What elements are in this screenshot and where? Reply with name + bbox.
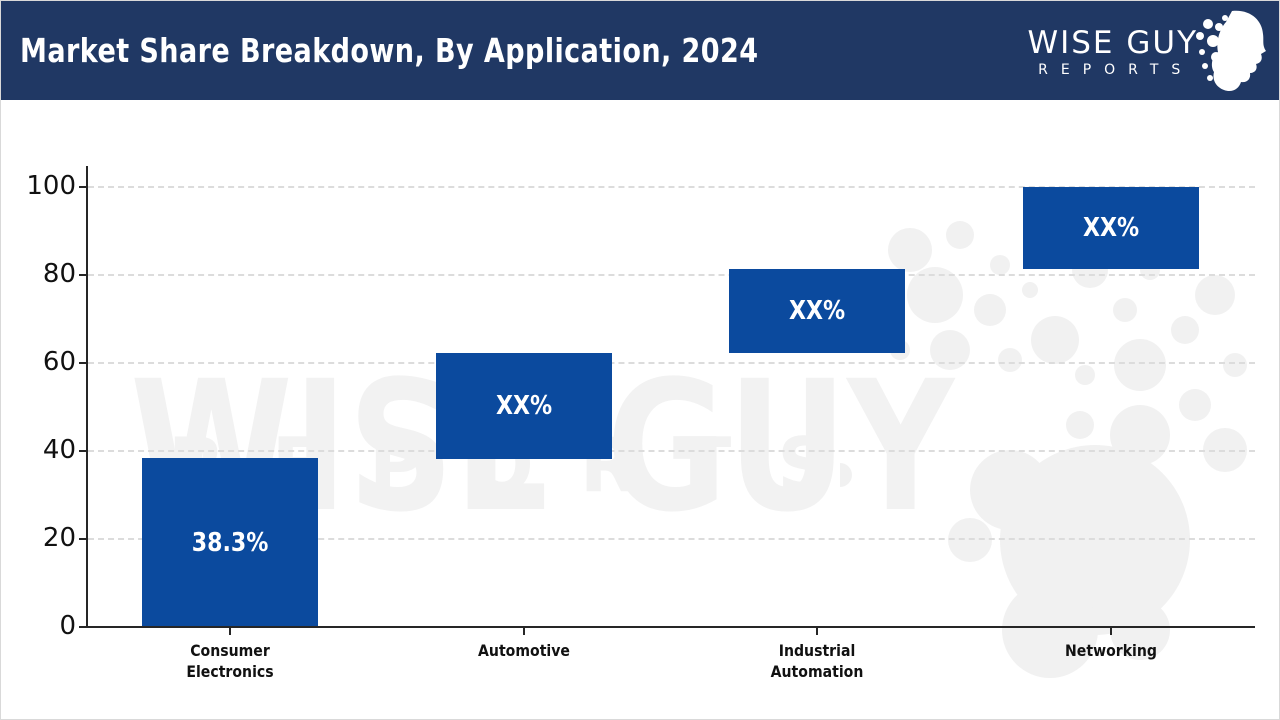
bar-consumer-electronics: 38.3% — [142, 458, 318, 627]
y-tick-mark — [79, 626, 86, 628]
bar-industrial-automation: XX% — [729, 269, 905, 353]
chart-title: Market Share Breakdown, By Application, … — [20, 30, 759, 70]
y-tick-mark — [79, 186, 86, 188]
y-tick-label: 40 — [42, 435, 76, 465]
y-tick-label: 60 — [42, 347, 76, 377]
y-tick-mark — [79, 450, 86, 452]
x-tick-label-line: Automation — [770, 662, 864, 681]
x-tick-label-line: Networking — [1065, 641, 1157, 660]
bar-value-label: XX% — [1082, 213, 1140, 243]
header-bar: Market Share Breakdown, By Application, … — [0, 0, 1280, 100]
x-tick-label-industrial-automation: Industrial Automation — [720, 640, 914, 682]
wiseguy-logo-text: WISE GUY REPORTS — [1027, 25, 1198, 78]
gridline — [88, 450, 1255, 452]
gridline — [88, 538, 1255, 540]
y-tick-label: 20 — [42, 523, 76, 553]
x-tick-label-line: Automotive — [478, 641, 570, 660]
gridline — [88, 362, 1255, 364]
y-tick-label: 80 — [42, 259, 76, 289]
y-tick-mark — [79, 538, 86, 540]
logo-subtext: REPORTS — [1038, 61, 1194, 78]
x-tick-label-line: Consumer — [190, 641, 270, 660]
y-tick-mark — [79, 362, 86, 364]
bar-value-label: XX% — [495, 391, 553, 421]
gridline — [88, 186, 1255, 188]
x-tick-label-networking: Networking — [1014, 640, 1208, 661]
x-tick-mark — [229, 628, 231, 635]
x-tick-mark — [816, 628, 818, 635]
logo-wordmark: WISE GUY — [1027, 24, 1198, 61]
x-tick-label-automotive: Automotive — [427, 640, 621, 661]
y-tick-mark — [79, 274, 86, 276]
x-tick-label-line: Industrial — [778, 641, 856, 660]
x-tick-label-consumer-electronics: Consumer Electronics — [133, 640, 327, 682]
bar-networking: XX% — [1023, 187, 1199, 269]
y-tick-label: 100 — [26, 171, 76, 201]
wiseguy-logo: WISE GUY REPORTS — [1027, 6, 1270, 96]
y-axis-line — [86, 166, 88, 628]
gridline — [88, 274, 1255, 276]
x-tick-mark — [523, 628, 525, 635]
bar-value-label: XX% — [788, 296, 846, 326]
wiseguy-logo-head-icon — [1196, 10, 1266, 92]
bar-value-label: 38.3% — [191, 527, 269, 558]
bar-automotive: XX% — [436, 353, 612, 459]
x-tick-label-line: Electronics — [186, 662, 274, 681]
y-tick-label: 0 — [59, 611, 76, 641]
x-axis-line — [86, 626, 1255, 628]
x-tick-mark — [1110, 628, 1112, 635]
